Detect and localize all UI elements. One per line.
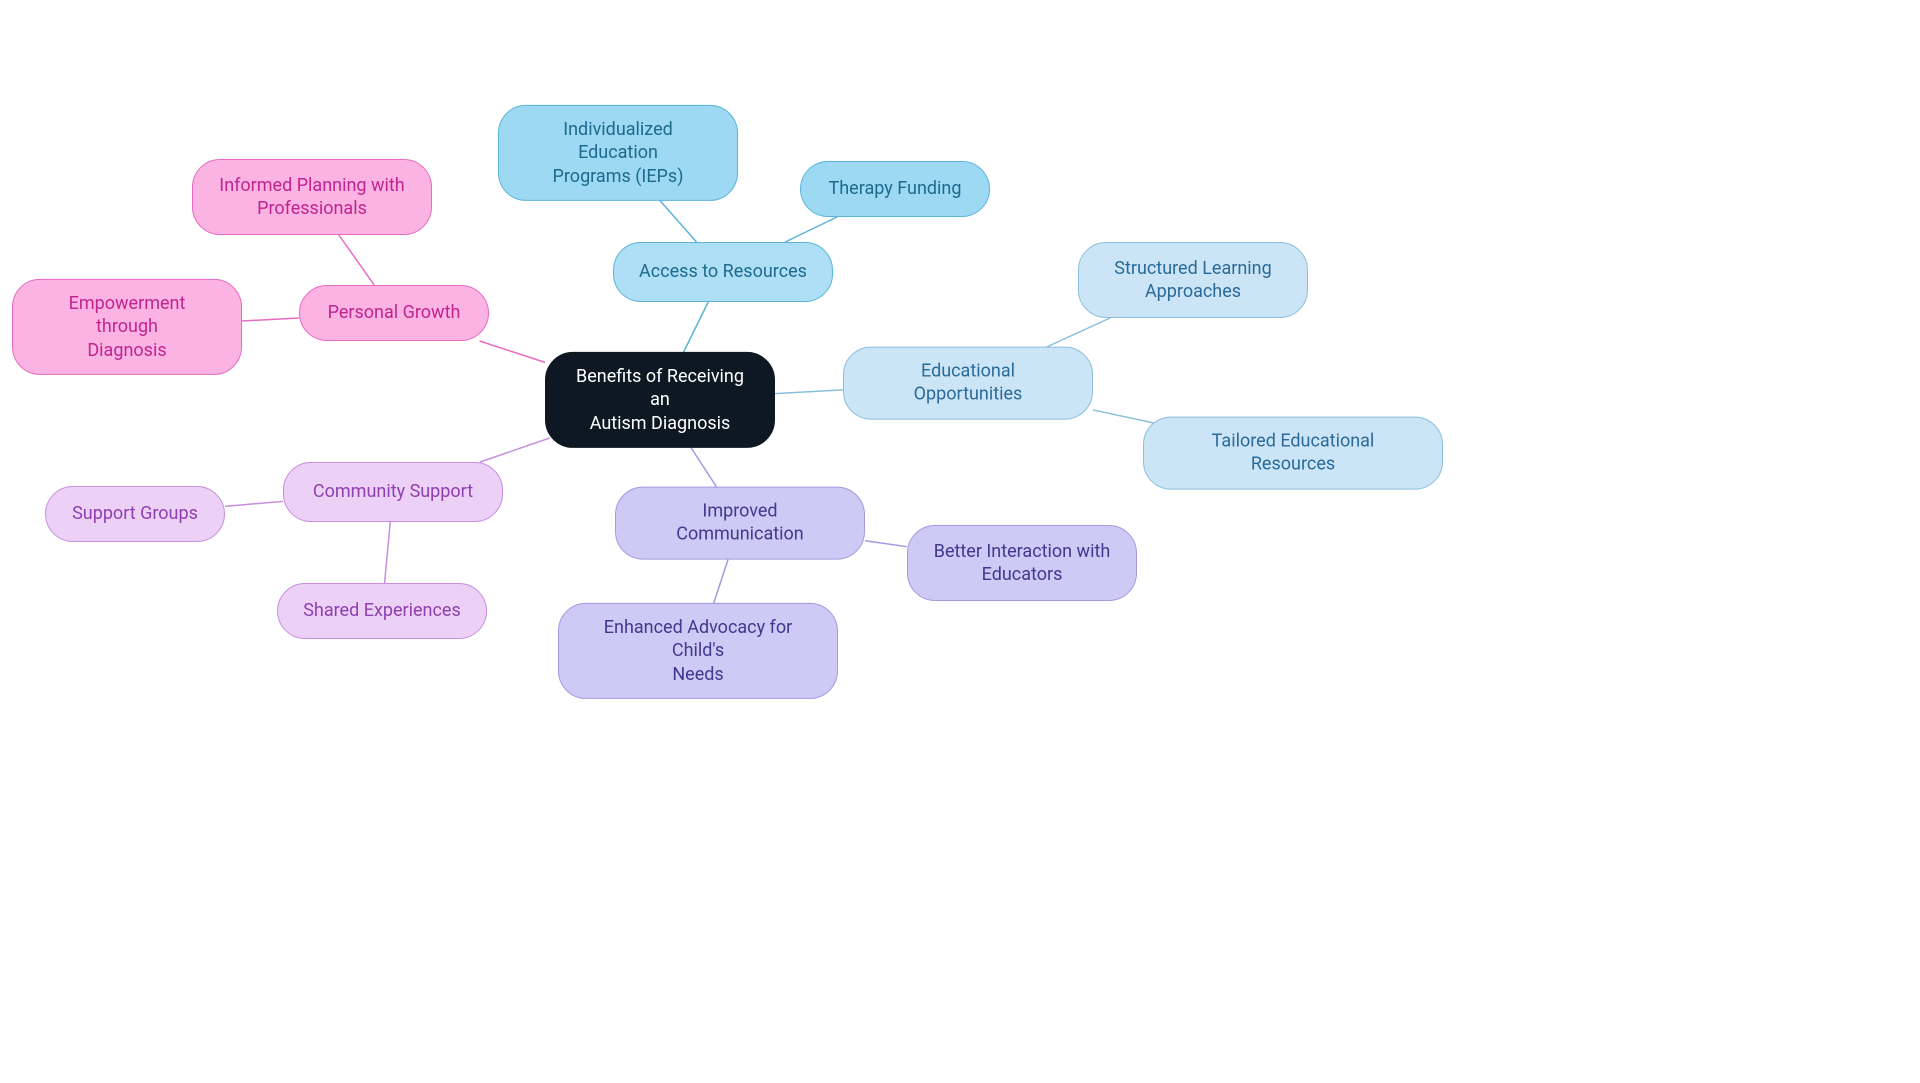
node-tailored: Tailored Educational Resources — [1143, 417, 1443, 490]
edge-comm-educators — [865, 541, 907, 547]
edge-center-edu — [775, 390, 843, 394]
node-community: Community Support — [283, 462, 503, 522]
node-therapy: Therapy Funding — [800, 161, 990, 217]
edge-growth-empower — [242, 318, 299, 321]
node-shared: Shared Experiences — [277, 583, 487, 639]
node-informed: Informed Planning with Professionals — [192, 159, 432, 235]
node-groups: Support Groups — [45, 486, 225, 542]
edge-access-therapy — [785, 217, 837, 242]
edge-community-groups — [225, 501, 283, 506]
node-empower: Empowerment through Diagnosis — [12, 279, 242, 375]
node-access: Access to Resources — [613, 242, 833, 302]
node-center: Benefits of Receiving an Autism Diagnosi… — [545, 352, 775, 448]
node-edu: Educational Opportunities — [843, 347, 1093, 420]
node-educators: Better Interaction with Educators — [907, 525, 1137, 601]
edge-edu-tailored — [1093, 410, 1154, 423]
edge-community-shared — [385, 522, 391, 583]
node-structured: Structured Learning Approaches — [1078, 242, 1308, 318]
node-comm: Improved Communication — [615, 487, 865, 560]
node-advocacy: Enhanced Advocacy for Child's Needs — [558, 603, 838, 699]
edge-center-growth — [480, 341, 545, 362]
node-iep: Individualized Education Programs (IEPs) — [498, 105, 738, 201]
edge-center-community — [480, 438, 550, 462]
edge-growth-informed — [339, 235, 374, 285]
node-growth: Personal Growth — [299, 285, 489, 341]
